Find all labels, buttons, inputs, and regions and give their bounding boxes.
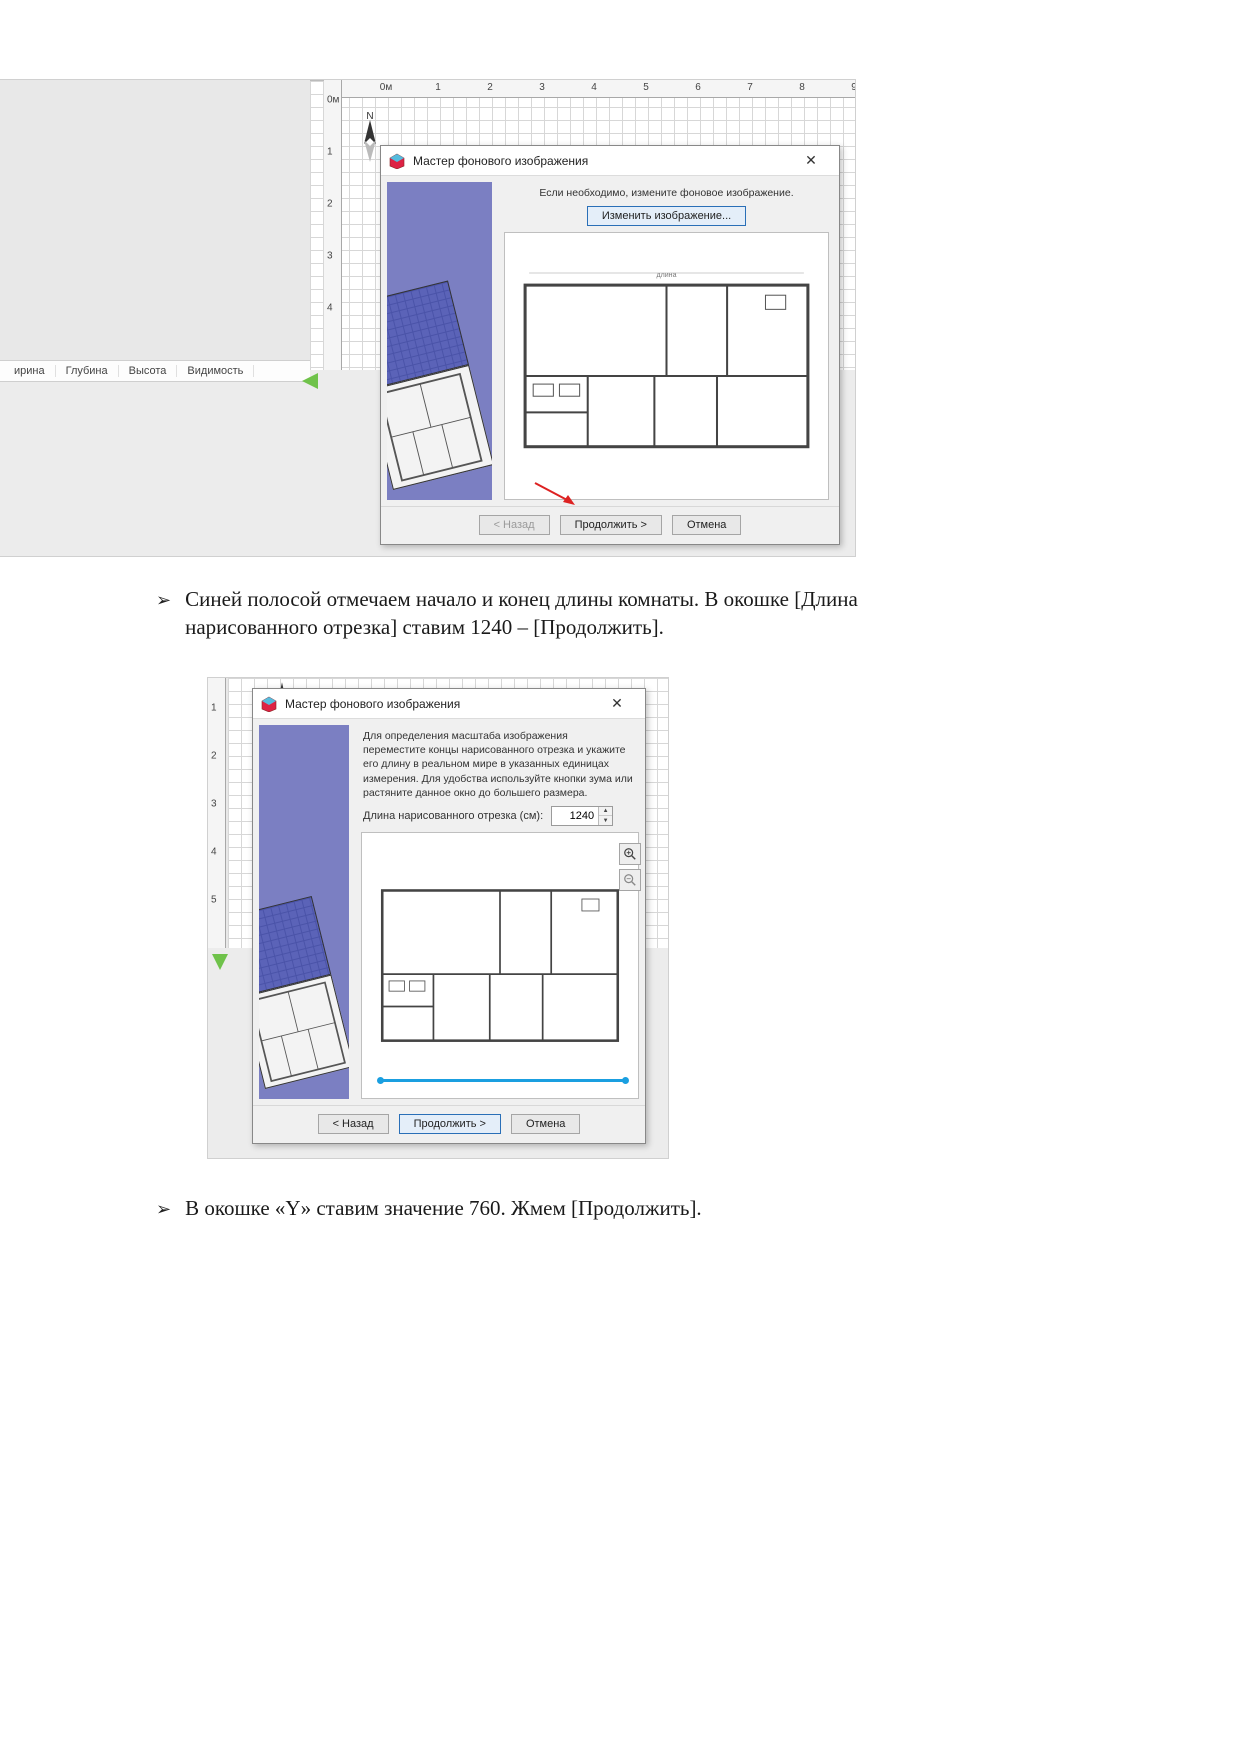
ruler-tick: 3: [539, 82, 545, 93]
ruler-tick: 5: [643, 82, 649, 93]
ruler-tick: 1: [327, 147, 333, 158]
length-label: Длина нарисованного отрезка (см):: [363, 810, 543, 822]
cancel-button[interactable]: Отмена: [672, 515, 741, 535]
screenshot-2: 1 2 3 4 5 Мастер фонового изображения ✕: [208, 678, 668, 1158]
image-preview: длина: [504, 232, 829, 500]
continue-button[interactable]: Продолжить >: [560, 515, 662, 535]
vertical-ruler: 1 2 3 4 5: [208, 678, 226, 948]
dialog-titlebar: Мастер фонового изображения ✕: [381, 146, 839, 176]
instruction-paragraph-2: ➢ В окошке «Y» ставим значение 760. Жмем…: [156, 1194, 916, 1222]
bullet-icon: ➢: [156, 1197, 171, 1222]
ruler-tick: 0м: [380, 82, 392, 93]
column-header[interactable]: Высота: [119, 365, 178, 377]
instruction-text-2: В окошке «Y» ставим значение 760. Жмем […: [185, 1194, 702, 1222]
green-arrow-icon: [212, 954, 228, 970]
ruler-tick: 4: [211, 847, 217, 858]
column-headers: иринаГлубинаВысотаВидимость: [0, 360, 310, 382]
image-preview: [361, 832, 639, 1099]
ruler-tick: 9: [851, 82, 855, 93]
ruler-tick: 4: [591, 82, 597, 93]
ruler-tick: 2: [487, 82, 493, 93]
vertical-ruler: 0м 1 2 3 4: [324, 80, 342, 370]
screenshot-1: 0м12345678910 0м1234 N иринаГлубинаВысот…: [0, 80, 855, 556]
ruler-tick: 1: [435, 82, 441, 93]
wizard-side-illustration: [259, 725, 349, 1099]
wizard-dialog: Мастер фонового изображения ✕: [380, 145, 840, 545]
zoom-controls: [619, 843, 641, 891]
ruler-tick: 8: [799, 82, 805, 93]
close-button[interactable]: ✕: [791, 152, 831, 169]
column-header[interactable]: Глубина: [56, 365, 119, 377]
ruler-tick: 0м: [327, 95, 339, 106]
ruler-tick: 2: [327, 199, 333, 210]
cancel-button[interactable]: Отмена: [511, 1114, 580, 1134]
dialog-title: Мастер фонового изображения: [413, 154, 588, 168]
measure-line[interactable]: [380, 1079, 626, 1082]
ruler-tick: 6: [695, 82, 701, 93]
ruler-tick: 3: [211, 799, 217, 810]
back-button[interactable]: < Назад: [318, 1114, 389, 1134]
segment-length-value[interactable]: [552, 807, 598, 825]
ruler-tick: 2: [211, 751, 217, 762]
close-button[interactable]: ✕: [597, 695, 637, 712]
instruction-text: Если необходимо, измените фоновое изобра…: [500, 182, 833, 200]
ruler-tick: 5: [211, 895, 217, 906]
ruler-tick: 7: [747, 82, 753, 93]
dialog-button-row: < Назад Продолжить > Отмена: [253, 1105, 645, 1142]
ruler-tick: 3: [327, 251, 333, 262]
ruler-tick: 4: [327, 303, 333, 314]
app-icon: [261, 696, 277, 712]
spinner-arrows[interactable]: ▲▼: [598, 807, 612, 825]
wizard-dialog: Мастер фонового изображения ✕: [252, 688, 646, 1144]
continue-button[interactable]: Продолжить >: [399, 1114, 501, 1134]
zoom-out-button[interactable]: [619, 869, 641, 891]
dialog-button-row: < Назад Продолжить > Отмена: [381, 506, 839, 543]
dialog-titlebar: Мастер фонового изображения ✕: [253, 689, 645, 719]
dialog-title: Мастер фонового изображения: [285, 697, 460, 711]
bullet-icon: ➢: [156, 588, 171, 642]
change-image-button[interactable]: Изменить изображение...: [587, 206, 746, 226]
segment-length-input[interactable]: ▲▼: [551, 806, 613, 826]
instruction-paragraph-1: ➢ Синей полосой отмечаем начало и конец …: [156, 585, 916, 642]
instruction-text: Для определения масштаба изображения пер…: [357, 725, 639, 800]
column-header[interactable]: ирина: [4, 365, 56, 377]
green-arrow-icon: [302, 373, 318, 389]
instruction-text-1: Синей полосой отмечаем начало и конец дл…: [185, 585, 916, 642]
zoom-in-button[interactable]: [619, 843, 641, 865]
wizard-side-illustration: [387, 182, 492, 500]
horizontal-ruler: 0м12345678910: [340, 80, 855, 98]
app-icon: [389, 153, 405, 169]
back-button[interactable]: < Назад: [479, 515, 550, 535]
column-header[interactable]: Видимость: [177, 365, 254, 377]
ruler-tick: 1: [211, 703, 217, 714]
